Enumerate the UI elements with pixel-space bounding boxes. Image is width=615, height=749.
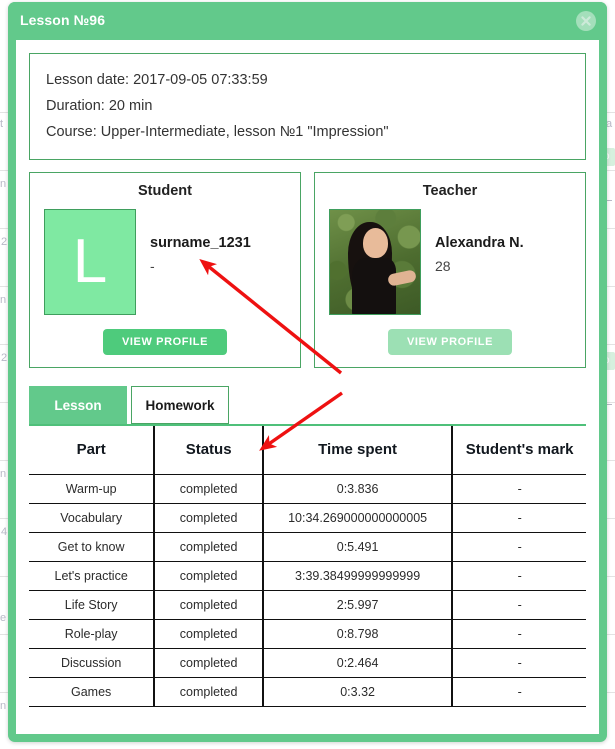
cell-part: Life Story xyxy=(29,590,155,620)
table-row: Games completed 0:3.32 - xyxy=(29,677,586,707)
cell-time: 2:5.997 xyxy=(261,590,453,620)
bg-fragment: n xyxy=(0,700,7,712)
lesson-modal: Lesson №96 Lesson date: 2017-09-05 07:33… xyxy=(8,2,607,742)
table-header-row: Part Status Time spent Student's mark xyxy=(29,426,586,475)
cell-time: 0:3.836 xyxy=(261,474,453,504)
cell-part: Let's practice xyxy=(29,561,155,591)
tab-homework[interactable]: Homework xyxy=(131,386,229,424)
column-header-time: Time spent xyxy=(261,426,453,475)
bg-dash xyxy=(602,200,612,201)
cell-mark: - xyxy=(451,677,586,707)
cell-part: Warm-up xyxy=(29,474,155,504)
cell-status: completed xyxy=(153,619,263,649)
bg-fragment: e xyxy=(0,612,7,624)
column-header-status: Status xyxy=(153,426,263,475)
cell-status: completed xyxy=(153,474,263,504)
cell-mark: - xyxy=(451,503,586,533)
cell-status: completed xyxy=(153,532,263,562)
person-cards: Student L surname_1231 - VIEW PROFILE Te… xyxy=(29,172,586,368)
student-avatar: L xyxy=(44,209,136,315)
cell-mark: - xyxy=(451,474,586,504)
lesson-date: Lesson date: 2017-09-05 07:33:59 xyxy=(46,72,268,88)
student-card-title: Student xyxy=(138,183,192,199)
cell-time: 10:34.269000000000005 xyxy=(261,503,453,533)
table-row: Vocabulary completed 10:34.2690000000000… xyxy=(29,503,586,533)
cell-status: completed xyxy=(153,648,263,678)
table-row: Let's practice completed 3:39.3849999999… xyxy=(29,561,586,591)
table-row: Life Story completed 2:5.997 - xyxy=(29,590,586,620)
bg-fragment: n xyxy=(0,178,7,190)
table-row: Role-play completed 0:8.798 - xyxy=(29,619,586,649)
bg-fragment: 2 xyxy=(1,236,8,248)
teacher-age: 28 xyxy=(435,258,451,274)
cell-time: 0:3.32 xyxy=(261,677,453,707)
lesson-info-box: Lesson date: 2017-09-05 07:33:59 Duratio… xyxy=(29,53,586,160)
column-header-mark: Student's mark xyxy=(451,426,586,475)
cell-status: completed xyxy=(153,590,263,620)
cell-time: 0:8.798 xyxy=(261,619,453,649)
cell-part: Games xyxy=(29,677,155,707)
bg-fragment: n xyxy=(0,468,7,480)
cell-status: completed xyxy=(153,561,263,591)
cell-part: Get to know xyxy=(29,532,155,562)
lesson-tabs: Lesson Homework xyxy=(29,386,586,426)
table-row: Warm-up completed 0:3.836 - xyxy=(29,474,586,504)
cell-time: 0:2.464 xyxy=(261,648,453,678)
table-row: Get to know completed 0:5.491 - xyxy=(29,532,586,562)
table-body: Warm-up completed 0:3.836 - Vocabulary c… xyxy=(29,474,586,707)
student-view-profile-button[interactable]: VIEW PROFILE xyxy=(103,329,227,355)
teacher-card-title: Teacher xyxy=(422,183,478,199)
student-name: surname_1231 xyxy=(150,235,251,251)
cell-part: Vocabulary xyxy=(29,503,155,533)
cell-status: completed xyxy=(153,677,263,707)
teacher-view-profile-button[interactable]: VIEW PROFILE xyxy=(388,329,512,355)
column-header-part: Part xyxy=(29,426,155,475)
cell-status: completed xyxy=(153,503,263,533)
cell-mark: - xyxy=(451,532,586,562)
bg-fragment: n xyxy=(0,294,7,306)
modal-header: Lesson №96 xyxy=(8,2,607,40)
cell-time: 3:39.38499999999999 xyxy=(261,561,453,591)
bg-fragment: 4 xyxy=(1,526,8,538)
student-card: Student L surname_1231 - VIEW PROFILE xyxy=(29,172,301,368)
page-title: Lesson №96 xyxy=(20,12,106,28)
cell-mark: - xyxy=(451,648,586,678)
modal-body: Lesson date: 2017-09-05 07:33:59 Duratio… xyxy=(16,40,599,734)
tab-lesson[interactable]: Lesson xyxy=(29,386,127,424)
cell-time: 0:5.491 xyxy=(261,532,453,562)
bg-dash xyxy=(602,404,612,405)
teacher-photo xyxy=(329,209,421,315)
lesson-course: Course: Upper-Intermediate, lesson №1 "I… xyxy=(46,124,389,140)
teacher-name: Alexandra N. xyxy=(435,235,524,251)
cell-part: Role-play xyxy=(29,619,155,649)
teacher-card: Teacher Alexandra N. 28 VIEW PROFILE xyxy=(314,172,586,368)
bg-fragment: a xyxy=(606,118,613,130)
bg-fragment: t xyxy=(0,118,4,130)
cell-mark: - xyxy=(451,590,586,620)
cell-part: Discussion xyxy=(29,648,155,678)
lesson-parts-table: Part Status Time spent Student's mark Wa… xyxy=(29,426,586,707)
student-sub: - xyxy=(150,258,155,274)
cell-mark: - xyxy=(451,619,586,649)
cell-mark: - xyxy=(451,561,586,591)
bg-fragment: 2 xyxy=(1,352,8,364)
lesson-duration: Duration: 20 min xyxy=(46,98,153,114)
table-row: Discussion completed 0:2.464 - xyxy=(29,648,586,678)
close-icon[interactable] xyxy=(576,11,596,31)
